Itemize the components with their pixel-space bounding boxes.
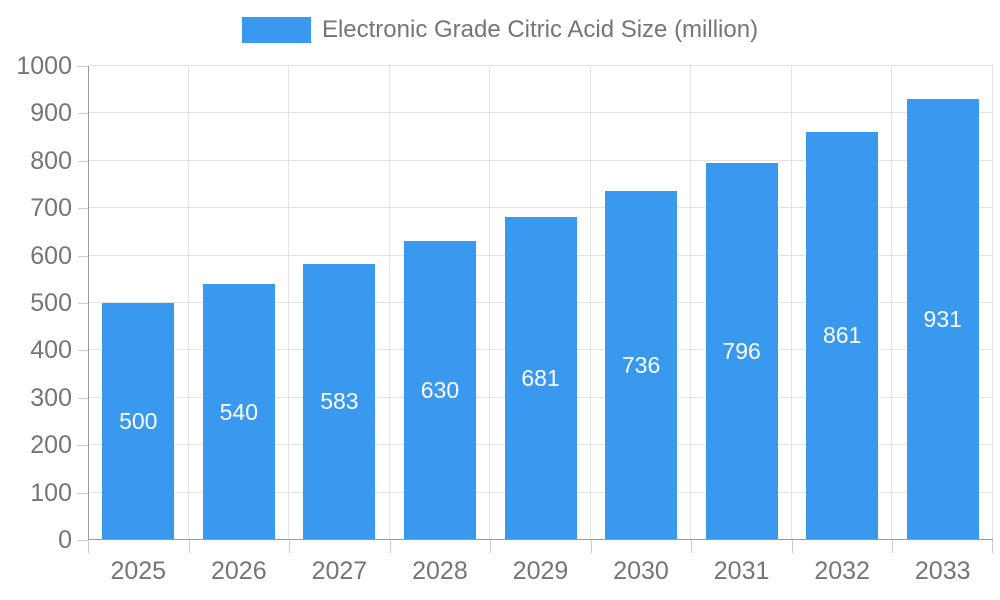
bar-value-label: 681 [521,365,560,392]
legend-label: Electronic Grade Citric Acid Size (milli… [321,16,759,43]
x-axis-tick [188,540,190,553]
grid-line-horizontal [88,112,993,114]
y-axis-label: 600 [30,241,72,270]
x-axis-label: 2030 [613,557,669,585]
x-axis-label: 2031 [713,557,770,585]
y-axis-tick [78,303,88,304]
x-axis-line [88,539,993,540]
y-axis-label: 500 [30,289,72,317]
x-axis-tick [490,540,492,553]
y-axis-tick [78,255,88,257]
x-axis-tick [590,540,592,553]
grid-line-vertical [891,66,893,540]
grid-line-horizontal [88,65,993,66]
bar[interactable]: 500 [102,303,175,540]
grid-line-vertical [589,66,591,540]
x-axis-tick [289,540,291,553]
y-axis-label: 700 [30,194,72,223]
x-axis-tick [791,540,793,553]
plot-area: 500 540 583 630 681 736 796 861 931 [88,65,993,540]
bar[interactable]: 861 [806,131,879,540]
bar-value-label: 500 [119,408,158,434]
legend-item[interactable]: Electronic Grade Citric Acid Size (milli… [241,16,759,44]
bar[interactable]: 736 [605,191,678,540]
grid-line-vertical [388,66,390,540]
grid-line-vertical [187,66,189,540]
bar-value-label: 736 [621,352,661,379]
y-axis-label: 1000 [16,52,72,80]
x-axis-tick [892,540,894,553]
bar-value-label: 861 [822,322,862,349]
bar[interactable]: 540 [202,284,275,540]
grid-line-vertical [992,66,993,540]
bar-value-label: 931 [923,305,962,332]
legend: Electronic Grade Citric Acid Size (milli… [0,16,1000,44]
grid-line-vertical [790,66,792,540]
legend-swatch [241,17,311,43]
x-axis-label: 2026 [211,557,267,585]
y-axis-tick [78,445,88,447]
x-axis-label: 2029 [512,557,569,585]
x-axis-label: 2028 [412,557,468,585]
bar[interactable]: 681 [504,217,577,540]
y-axis-tick [78,208,88,210]
y-axis-label: 200 [30,431,72,460]
y-axis-label: 100 [30,478,72,507]
y-axis-label: 300 [30,383,72,412]
x-axis-label: 2027 [311,557,368,585]
y-axis-tick [78,492,88,494]
x-axis-tick [691,540,693,553]
grid-line-vertical [690,66,692,540]
x-axis-tick [389,540,391,553]
x-axis-tick [88,540,89,553]
y-axis-tick [78,66,88,67]
bar[interactable]: 931 [906,98,979,540]
x-axis-label: 2033 [914,557,971,585]
grid-line-vertical [288,66,290,540]
x-axis-tick [992,540,993,553]
x-axis-label: 2025 [110,557,167,585]
bar-value-label: 583 [320,388,359,415]
y-axis-label: 900 [30,99,72,128]
bar[interactable]: 583 [303,263,376,540]
grid-line-horizontal [88,207,993,209]
y-axis-tick [78,350,88,352]
y-axis-label: 400 [30,336,72,365]
bar-value-label: 796 [722,337,761,364]
y-axis-tick [78,540,88,541]
bar-value-label: 540 [219,398,259,425]
grid-line-vertical [489,66,491,540]
grid-line-horizontal [88,159,993,161]
x-axis-label: 2032 [814,557,870,585]
y-axis-tick [78,160,88,162]
y-axis-line [88,66,89,540]
bar-value-label: 630 [420,377,460,404]
y-axis-tick [78,397,88,399]
y-axis-tick [78,113,88,115]
bar[interactable]: 796 [705,162,778,540]
bar[interactable]: 630 [403,241,476,540]
y-axis-label: 800 [30,146,72,175]
y-axis-label: 0 [58,526,72,554]
